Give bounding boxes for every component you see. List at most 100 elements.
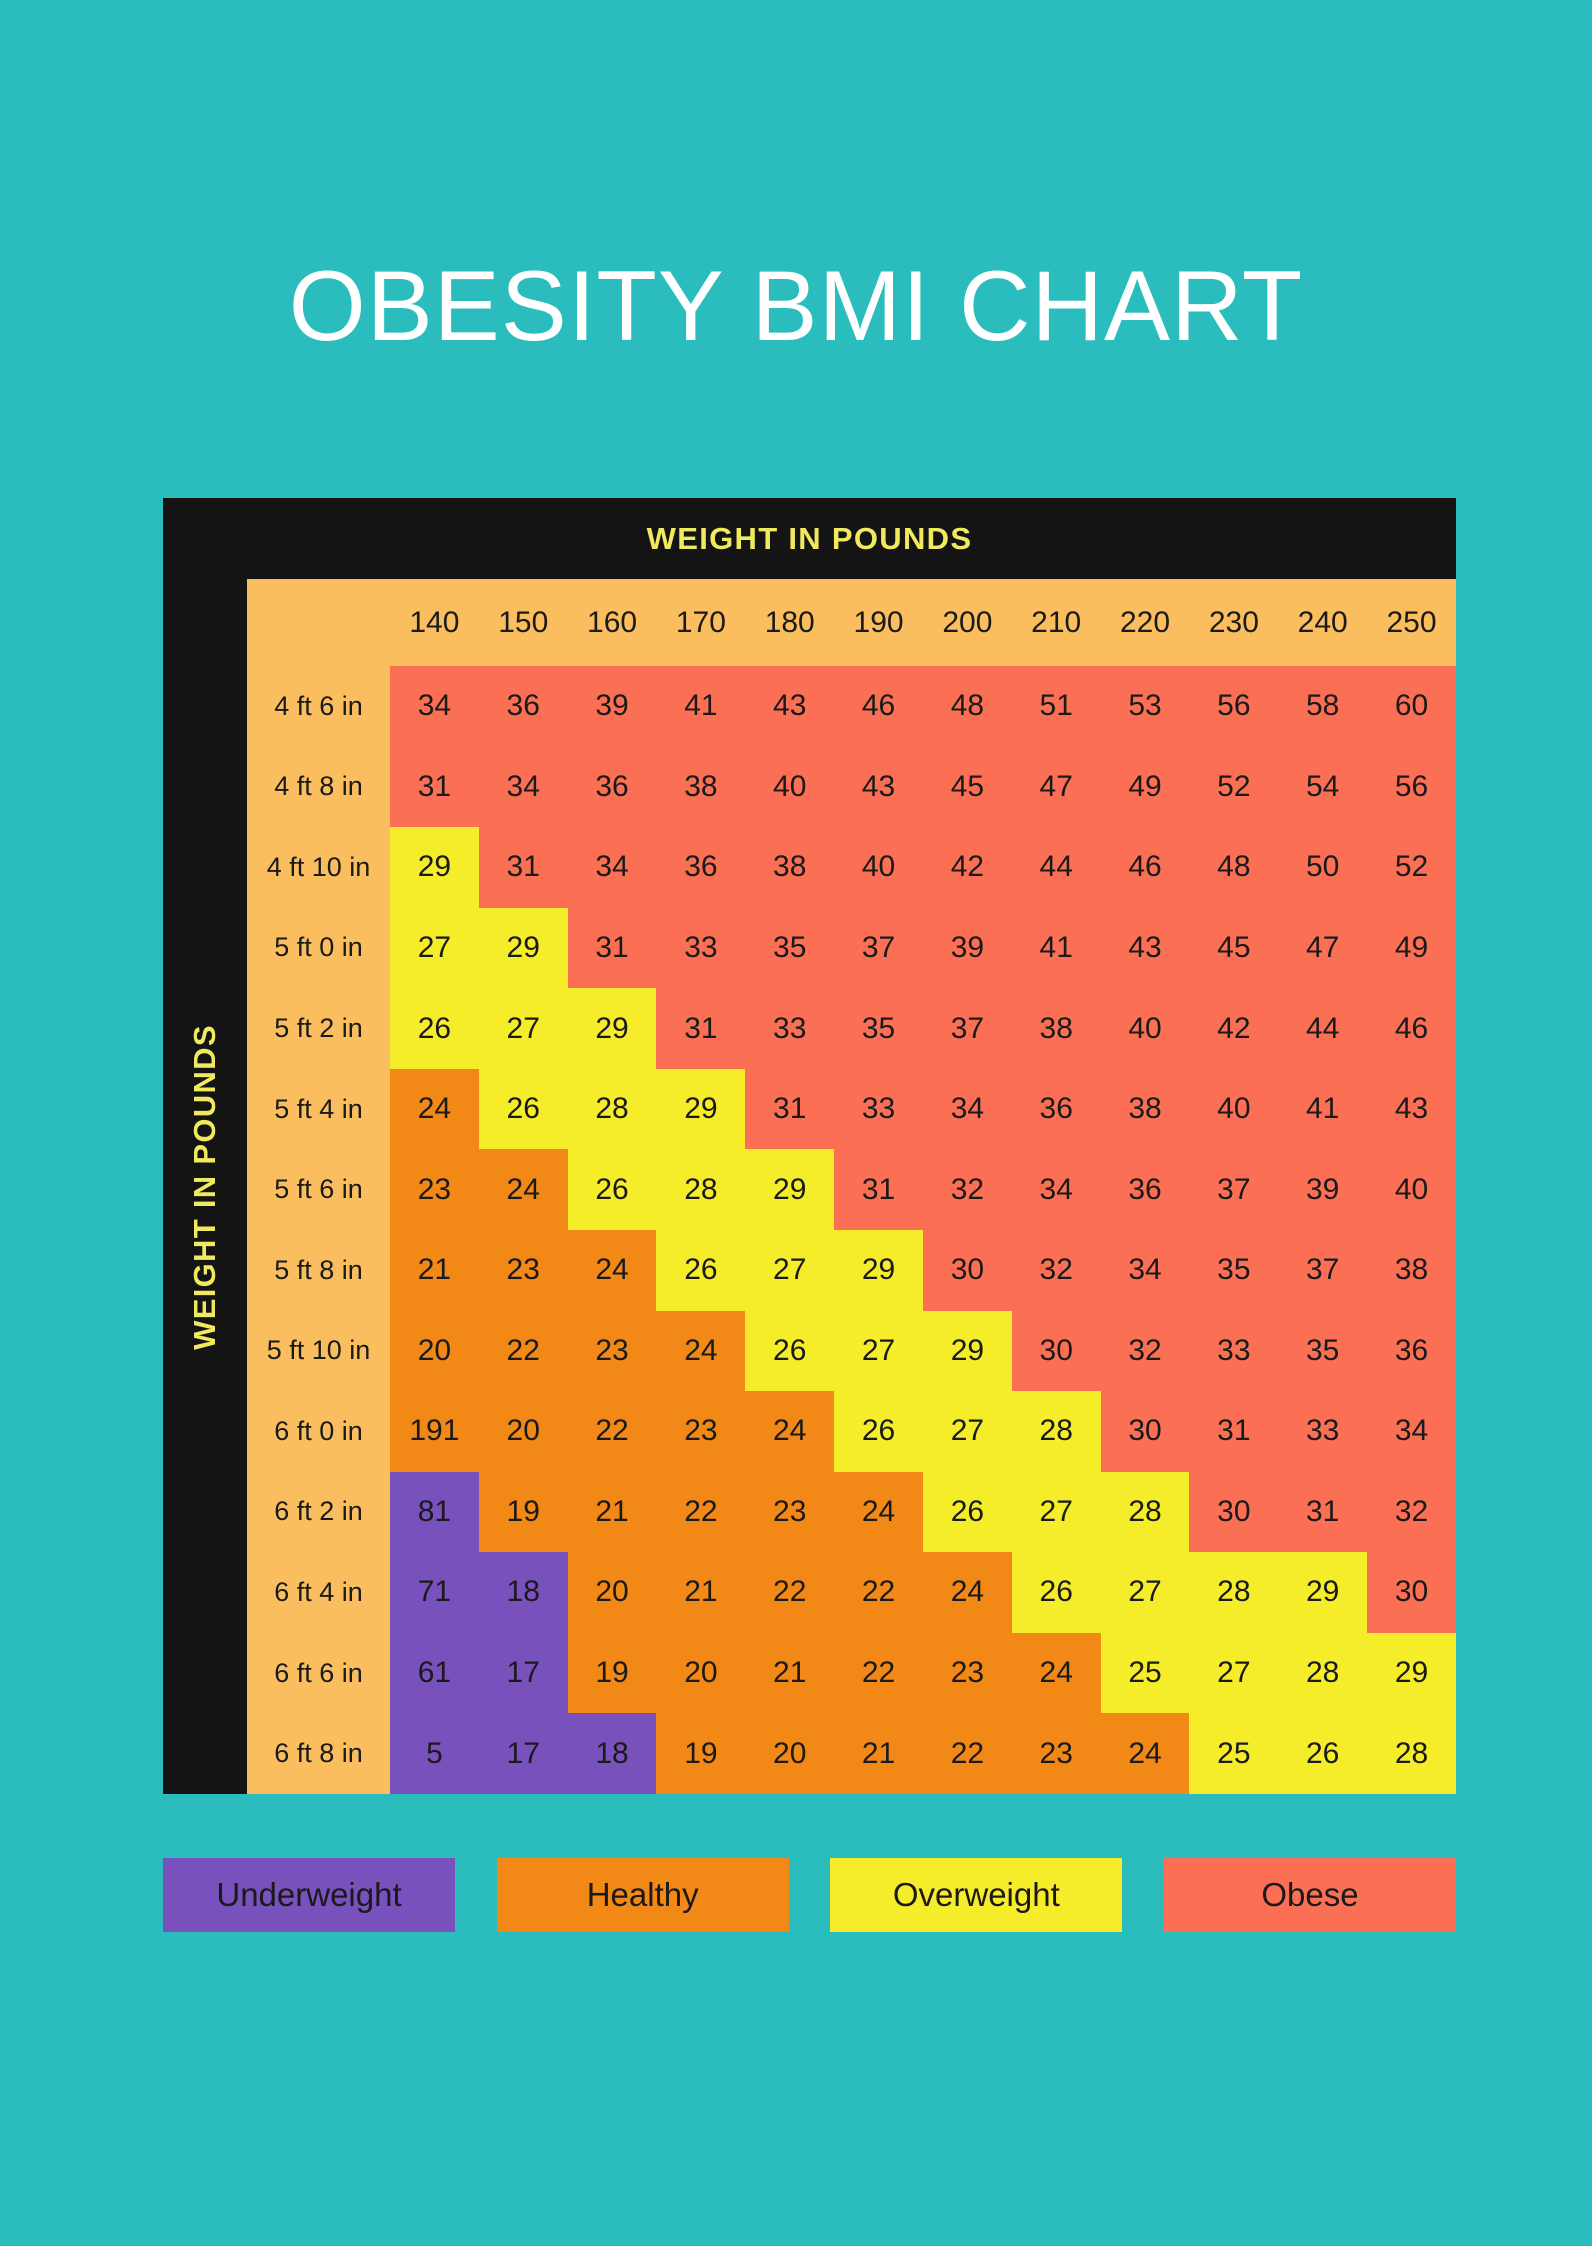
bmi-cell: 40 <box>1189 1068 1279 1150</box>
bmi-cell: 20 <box>745 1713 835 1794</box>
bmi-cell: 26 <box>745 1310 835 1392</box>
bmi-cell: 34 <box>567 827 657 908</box>
bmi-cell: 25 <box>1189 1713 1279 1794</box>
row-header: 5 ft 10 in <box>247 1310 390 1392</box>
bmi-cell: 24 <box>745 1391 835 1472</box>
legend: Underweight Healthy Overweight Obese <box>163 1858 1456 1932</box>
bmi-cell: 27 <box>390 907 479 989</box>
bmi-cell: 36 <box>656 827 746 908</box>
column-header: 250 <box>1367 579 1456 666</box>
bmi-cell: 28 <box>1011 1391 1101 1472</box>
bmi-cell: 19 <box>478 1471 568 1553</box>
bmi-cell: 20 <box>656 1632 746 1714</box>
bmi-cell: 31 <box>834 1149 923 1230</box>
bmi-cell: 23 <box>656 1391 746 1472</box>
bmi-cell: 38 <box>745 827 835 908</box>
bmi-cell: 30 <box>922 1229 1012 1311</box>
bmi-cell: 22 <box>745 1552 835 1633</box>
bmi-cell: 29 <box>478 907 568 989</box>
bmi-cell: 54 <box>1278 746 1368 828</box>
bmi-cell: 34 <box>1367 1391 1456 1472</box>
bmi-cell: 22 <box>834 1632 923 1714</box>
bmi-cell: 26 <box>567 1149 657 1230</box>
bmi-cell: 33 <box>1189 1310 1279 1392</box>
column-header: 140 <box>390 579 479 666</box>
bmi-cell: 23 <box>478 1229 568 1311</box>
bmi-cell: 30 <box>1189 1471 1279 1553</box>
row-header: 5 ft 0 in <box>247 907 390 989</box>
bmi-cell: 37 <box>1189 1149 1279 1230</box>
bmi-cell: 32 <box>1100 1310 1190 1392</box>
bmi-cell: 39 <box>922 907 1012 989</box>
bmi-cell: 58 <box>1278 666 1368 747</box>
bmi-cell: 53 <box>1100 666 1190 747</box>
row-header: 5 ft 8 in <box>247 1229 390 1311</box>
column-header: 150 <box>478 579 568 666</box>
bmi-cell: 26 <box>478 1068 568 1150</box>
bmi-cell: 23 <box>567 1310 657 1392</box>
bmi-cell: 50 <box>1278 827 1368 908</box>
bmi-cell: 31 <box>567 907 657 989</box>
bmi-cell: 49 <box>1367 907 1456 989</box>
bmi-cell: 28 <box>1367 1713 1456 1794</box>
bmi-cell: 48 <box>1189 827 1279 908</box>
bmi-cell: 41 <box>1278 1068 1368 1150</box>
bmi-cell: 20 <box>567 1552 657 1633</box>
bmi-cell: 19 <box>567 1632 657 1714</box>
column-header: 160 <box>567 579 657 666</box>
bmi-cell: 26 <box>1011 1552 1101 1633</box>
bmi-cell: 33 <box>745 988 835 1069</box>
bmi-cell: 24 <box>834 1471 923 1553</box>
bmi-cell: 43 <box>1367 1068 1456 1150</box>
row-header: 6 ft 4 in <box>247 1552 390 1633</box>
bmi-cell: 27 <box>745 1229 835 1311</box>
bmi-cell: 5 <box>390 1713 479 1794</box>
column-header: 180 <box>745 579 835 666</box>
bmi-cell: 34 <box>478 746 568 828</box>
bmi-cell: 24 <box>656 1310 746 1392</box>
bmi-cell: 81 <box>390 1471 479 1553</box>
bmi-cell: 33 <box>1278 1391 1368 1472</box>
bmi-cell: 38 <box>1367 1229 1456 1311</box>
bmi-cell: 25 <box>1100 1632 1190 1714</box>
bmi-cell: 43 <box>1100 907 1190 989</box>
column-header: 230 <box>1189 579 1279 666</box>
bmi-cell: 60 <box>1367 666 1456 747</box>
bmi-cell: 22 <box>834 1552 923 1633</box>
bmi-cell: 33 <box>656 907 746 989</box>
row-header: 6 ft 6 in <box>247 1632 390 1714</box>
bmi-cell: 32 <box>1367 1471 1456 1553</box>
bmi-cell: 38 <box>1011 988 1101 1069</box>
legend-item-underweight: Underweight <box>163 1858 455 1932</box>
bmi-cell: 27 <box>1189 1632 1279 1714</box>
bmi-cell: 30 <box>1367 1552 1456 1633</box>
bmi-cell: 37 <box>922 988 1012 1069</box>
bmi-cell: 22 <box>567 1391 657 1472</box>
bmi-cell: 31 <box>478 827 568 908</box>
bmi-cell: 21 <box>656 1552 746 1633</box>
column-header: 200 <box>922 579 1012 666</box>
bmi-cell: 38 <box>656 746 746 828</box>
bmi-cell: 46 <box>1367 988 1456 1069</box>
bmi-cell: 35 <box>1278 1310 1368 1392</box>
bmi-cell: 42 <box>1189 988 1279 1069</box>
bmi-cell: 42 <box>922 827 1012 908</box>
bmi-cell: 29 <box>1367 1632 1456 1714</box>
bmi-cell: 61 <box>390 1632 479 1714</box>
bmi-cell: 17 <box>478 1713 568 1794</box>
bmi-cell: 21 <box>834 1713 923 1794</box>
bmi-cell: 28 <box>567 1068 657 1150</box>
bmi-cell: 45 <box>922 746 1012 828</box>
bmi-cell: 29 <box>745 1149 835 1230</box>
bmi-cell: 40 <box>745 746 835 828</box>
legend-item-label: Healthy <box>586 1876 699 1913</box>
bmi-cell: 34 <box>390 666 479 747</box>
bmi-cell: 23 <box>1011 1713 1101 1794</box>
bmi-cell: 34 <box>922 1068 1012 1150</box>
bmi-cell: 37 <box>1278 1229 1368 1311</box>
bmi-cell: 24 <box>478 1149 568 1230</box>
bmi-cell: 22 <box>478 1310 568 1392</box>
bmi-cell: 36 <box>1011 1068 1101 1150</box>
side-axis-label-text: WEIGHT IN POUNDS <box>187 1023 223 1350</box>
bmi-cell: 31 <box>390 746 479 828</box>
